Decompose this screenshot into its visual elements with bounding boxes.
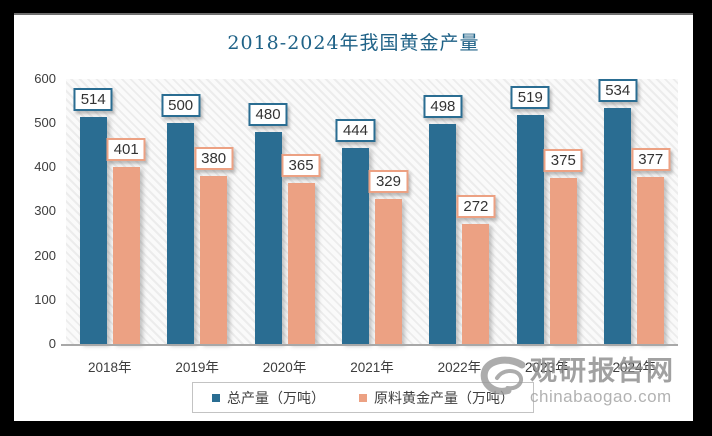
bar xyxy=(112,167,140,344)
bar xyxy=(254,132,282,344)
bar xyxy=(167,123,195,344)
plot-area: 514 401 500 380 480 365 444 329 498 272 519 375 534 3… xyxy=(66,79,678,344)
x-tick-label: 2024年 xyxy=(612,360,657,375)
bar-group: 519 375 xyxy=(503,79,590,344)
bar-value-label: 500 xyxy=(161,94,201,117)
x-tick-label: 2021年 xyxy=(350,360,394,375)
y-tick-label: 300 xyxy=(34,203,56,218)
y-tick-label: 100 xyxy=(34,292,56,307)
bar xyxy=(429,124,457,344)
bar xyxy=(200,176,228,344)
x-tick-label: 2023年 xyxy=(525,360,569,375)
watermark-site-name: 观研报告网 xyxy=(530,356,675,386)
bar-wrap: 365 xyxy=(281,79,321,344)
bar-wrap: 272 xyxy=(456,79,496,344)
bar-wrap: 380 xyxy=(194,79,234,344)
x-tick-label: 2020年 xyxy=(262,360,307,375)
y-tick-label: 0 xyxy=(48,336,56,351)
y-tick-label: 500 xyxy=(34,115,56,130)
bar xyxy=(604,108,632,344)
bar xyxy=(341,148,369,344)
chart-panel: 2018-2024年我国黄金产量 0 100 200 300 400 500 600 514… xyxy=(14,13,693,421)
bar-value-label: 401 xyxy=(106,138,146,161)
bar-value-label: 514 xyxy=(73,88,113,111)
legend-swatch-raw xyxy=(359,393,367,402)
bar xyxy=(462,224,490,344)
legend-label-raw: 原料黄金产量（万吨） xyxy=(374,390,514,407)
x-axis-labels: 2018年 2019年 2020年 2021年 2022年 2023年 2024年 xyxy=(66,356,678,376)
watermark-text: 观研报告网 chinabaogao.com xyxy=(530,355,675,407)
bar-group: 480 365 xyxy=(241,79,328,344)
bar-wrap: 500 xyxy=(161,79,201,344)
legend-swatch-total xyxy=(212,393,220,402)
bar-value-label: 498 xyxy=(423,95,463,118)
bar-value-label: 365 xyxy=(281,154,321,177)
x-tick-label: 2022年 xyxy=(437,360,482,375)
legend-item-raw: 原料黄金产量（万吨） xyxy=(359,388,514,408)
bar xyxy=(374,199,402,344)
bar-wrap: 498 xyxy=(423,79,463,344)
bar-value-label: 444 xyxy=(335,119,375,142)
bar xyxy=(287,183,315,344)
bar-value-label: 329 xyxy=(368,170,408,193)
bar-wrap: 375 xyxy=(543,79,583,344)
y-tick-label: 200 xyxy=(34,248,56,263)
bar-value-label: 519 xyxy=(510,86,550,109)
chart-title: 2018-2024年我国黄金产量 xyxy=(227,32,480,54)
bar-group: 534 377 xyxy=(591,79,678,344)
legend: 总产量（万吨） 原料黄金产量（万吨） xyxy=(192,382,534,413)
bar-wrap: 329 xyxy=(368,79,408,344)
bar xyxy=(637,177,665,344)
bar xyxy=(79,117,107,344)
y-tick-label: 600 xyxy=(34,71,56,86)
bar-wrap: 514 xyxy=(73,79,113,344)
bar-group: 500 380 xyxy=(153,79,240,344)
bar-group: 444 329 xyxy=(328,79,415,344)
bar-value-label: 534 xyxy=(598,79,638,102)
watermark: 观研报告网 chinabaogao.com xyxy=(478,355,675,407)
x-tick-label: 2018年 xyxy=(87,360,132,375)
bar-value-label: 272 xyxy=(456,195,496,218)
legend-item-total: 总产量（万吨） xyxy=(212,388,325,408)
bar xyxy=(549,178,577,344)
x-tick-label: 2019年 xyxy=(175,360,219,375)
bar-group: 514 401 xyxy=(66,79,153,344)
bar-wrap: 444 xyxy=(335,79,375,344)
bar xyxy=(516,115,544,344)
bar-wrap: 480 xyxy=(248,79,288,344)
bar-group: 498 272 xyxy=(416,79,503,344)
x-axis-line xyxy=(61,344,678,346)
y-tick-label: 400 xyxy=(34,159,56,174)
bar-value-label: 380 xyxy=(194,147,234,170)
swoosh-logo-icon xyxy=(478,355,528,406)
bar-wrap: 519 xyxy=(510,79,550,344)
legend-label-total: 总产量（万吨） xyxy=(227,390,325,407)
bar-value-label: 480 xyxy=(248,103,288,126)
bar-value-label: 375 xyxy=(543,149,583,172)
bar-value-label: 377 xyxy=(631,148,671,171)
bar-wrap: 401 xyxy=(106,79,146,344)
bar-wrap: 534 xyxy=(598,79,638,344)
bar-wrap: 377 xyxy=(631,79,671,344)
watermark-site-domain: chinabaogao.com xyxy=(530,386,672,406)
